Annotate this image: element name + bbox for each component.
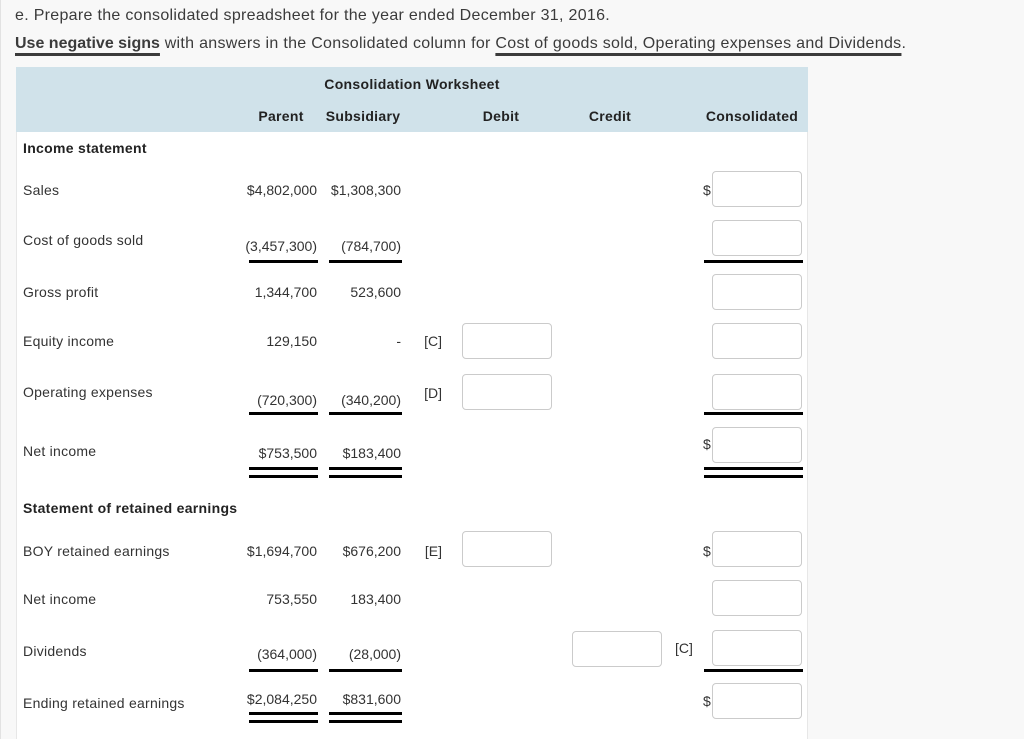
single-underline-parent — [249, 412, 318, 415]
double-underline-parent — [249, 720, 318, 723]
currency-prefix-boy-retained-earnings: $ — [703, 543, 711, 559]
single-underline-consolidated — [704, 412, 803, 415]
subsidiary-value-cost-of-goods-sold: (784,700) — [341, 238, 401, 254]
debit-input-operating-expenses[interactable] — [462, 374, 552, 410]
debit-input-boy-retained-earnings[interactable] — [462, 531, 552, 567]
column-header-subsidiary: Subsidiary — [325, 108, 401, 124]
parent-value-gross-profit: 1,344,700 — [254, 284, 317, 300]
consolidated-input-dividends[interactable] — [712, 630, 802, 666]
consolidated-input-sales[interactable] — [712, 171, 802, 207]
section-header-statement-of-retained-earnings: Statement of retained earnings — [23, 500, 238, 516]
row-label-net-income: Net income — [23, 443, 97, 459]
debit-input-equity-income[interactable] — [462, 323, 552, 359]
parent-value-net-income: $753,500 — [258, 445, 317, 461]
single-underline-parent — [249, 669, 318, 672]
subsidiary-value-sales: $1,308,300 — [330, 182, 401, 198]
consolidated-input-cost-of-goods-sold[interactable] — [712, 220, 802, 256]
parent-value-operating-expenses: (720,300) — [257, 392, 317, 408]
double-underline-consolidated — [704, 475, 803, 478]
single-underline-consolidated — [704, 669, 803, 672]
subsidiary-value-net-income-re: 183,400 — [350, 591, 401, 607]
parent-value-boy-retained-earnings: $1,694,700 — [246, 543, 317, 559]
subsidiary-value-boy-retained-earnings: $676,200 — [342, 543, 401, 559]
double-underline-subsidiary — [329, 712, 402, 715]
section-header-income-statement: Income statement — [23, 140, 147, 156]
row-label-dividends: Dividends — [23, 643, 87, 659]
parent-value-sales: $4,802,000 — [246, 182, 317, 198]
row-label-ending-retained-earnings: Ending retained earnings — [23, 695, 185, 711]
credit-input-dividends[interactable] — [572, 631, 662, 667]
column-header-credit: Credit — [588, 108, 632, 124]
parent-value-cost-of-goods-sold: (3,457,300) — [245, 238, 317, 254]
consolidated-input-ending-retained-earnings[interactable] — [712, 683, 802, 719]
row-label-cost-of-goods-sold: Cost of goods sold — [23, 232, 144, 248]
parent-value-ending-retained-earnings: $2,084,250 — [246, 691, 317, 707]
entry-letter-credit-dividends: [C] — [675, 640, 693, 656]
column-header-consolidated: Consolidated — [705, 108, 799, 124]
instruction-line-2: Use negative signs with answers in the C… — [15, 32, 906, 56]
double-underline-parent — [249, 467, 318, 470]
double-underline-subsidiary — [329, 720, 402, 723]
consolidated-input-net-income[interactable] — [712, 427, 802, 463]
row-label-equity-income: Equity income — [23, 333, 115, 349]
consolidated-input-gross-profit[interactable] — [712, 274, 802, 310]
instruction-middle-text: with answers in the Consolidated column … — [159, 35, 496, 52]
row-label-gross-profit: Gross profit — [23, 284, 99, 300]
row-label-net-income-re: Net income — [23, 591, 97, 607]
instruction-period: . — [901, 35, 907, 52]
consolidated-input-equity-income[interactable] — [712, 323, 802, 359]
entry-letter-debit-equity-income: [C] — [424, 333, 442, 349]
parent-value-net-income-re: 753,550 — [266, 591, 317, 607]
instruction-accounts-list: Cost of goods sold, Operating expenses a… — [495, 35, 902, 52]
double-underline-consolidated — [704, 467, 803, 470]
subsidiary-value-dividends: (28,000) — [348, 646, 401, 662]
currency-prefix-net-income: $ — [703, 436, 711, 452]
single-underline-consolidated — [704, 260, 803, 263]
subsidiary-value-operating-expenses: (340,200) — [341, 392, 401, 408]
double-underline-parent — [249, 712, 318, 715]
parent-value-dividends: (364,000) — [257, 646, 317, 662]
worksheet-header: Consolidation Worksheet Parent Subsidiar… — [16, 67, 808, 132]
single-underline-subsidiary — [329, 412, 402, 415]
subsidiary-value-gross-profit: 523,600 — [350, 284, 401, 300]
consolidated-input-operating-expenses[interactable] — [712, 374, 802, 410]
row-label-boy-retained-earnings: BOY retained earnings — [23, 543, 170, 559]
row-label-sales: Sales — [23, 182, 60, 198]
single-underline-subsidiary — [329, 260, 402, 263]
consolidated-input-net-income-re[interactable] — [712, 580, 802, 616]
parent-value-equity-income: 129,150 — [266, 333, 317, 349]
currency-prefix-sales: $ — [703, 182, 711, 198]
row-label-operating-expenses: Operating expenses — [23, 384, 153, 400]
entry-letter-debit-boy-retained-earnings: [E] — [424, 543, 442, 559]
instruction-line-1: e. Prepare the consolidated spreadsheet … — [15, 7, 611, 24]
worksheet-title: Consolidation Worksheet — [324, 76, 500, 92]
double-underline-parent — [249, 475, 318, 478]
column-header-debit: Debit — [482, 108, 520, 124]
page-left-edge — [0, 0, 1, 739]
subsidiary-value-equity-income: - — [396, 333, 401, 349]
double-underline-subsidiary — [329, 475, 402, 478]
consolidated-input-boy-retained-earnings[interactable] — [712, 531, 802, 567]
double-underline-subsidiary — [329, 467, 402, 470]
consolidation-worksheet: Consolidation Worksheet Parent Subsidiar… — [16, 67, 808, 739]
instruction-use-negative-signs: Use negative signs — [15, 35, 160, 52]
subsidiary-value-net-income: $183,400 — [342, 445, 401, 461]
single-underline-subsidiary — [329, 669, 402, 672]
currency-prefix-ending-retained-earnings: $ — [703, 693, 711, 709]
subsidiary-value-ending-retained-earnings: $831,600 — [342, 691, 401, 707]
column-header-parent: Parent — [258, 108, 304, 124]
single-underline-parent — [249, 260, 318, 263]
entry-letter-debit-operating-expenses: [D] — [424, 385, 442, 401]
